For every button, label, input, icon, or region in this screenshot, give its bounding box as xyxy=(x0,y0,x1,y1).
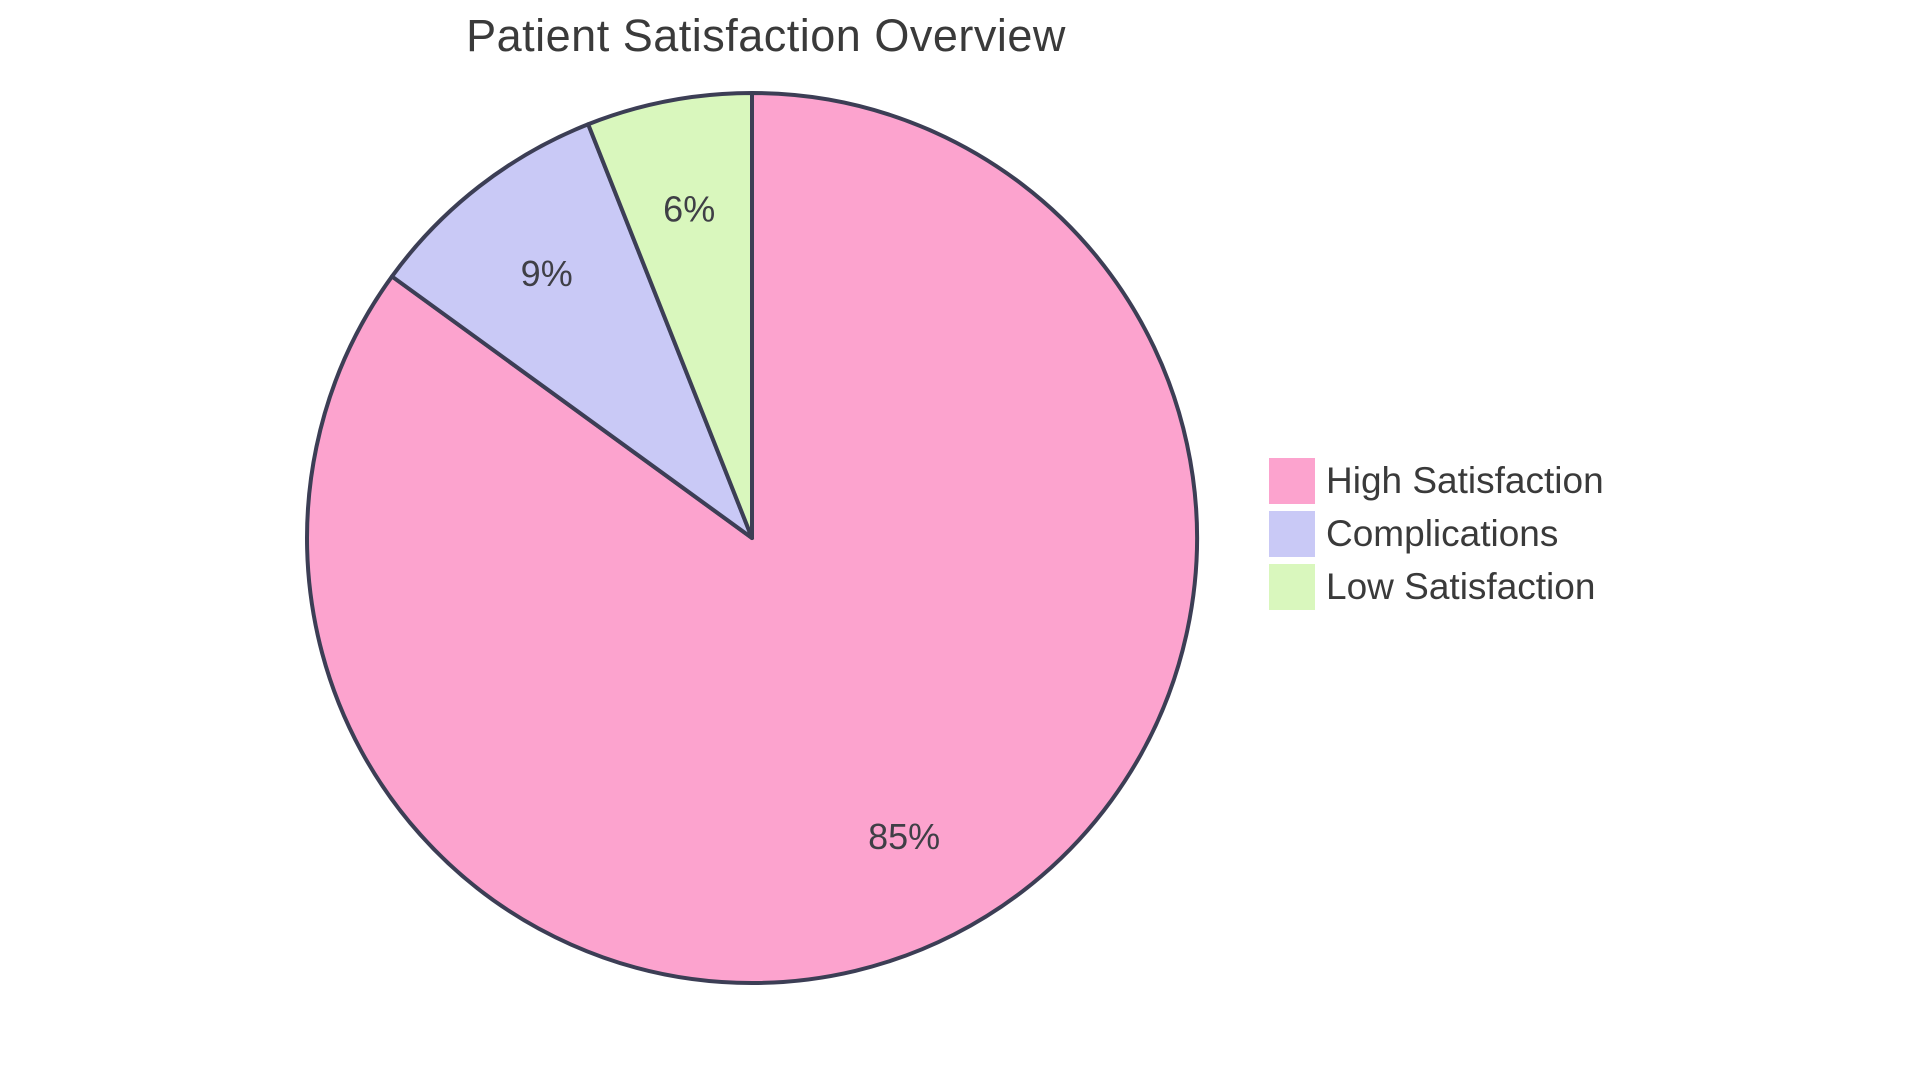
chart-title: Patient Satisfaction Overview xyxy=(466,10,1066,61)
legend-item-low-satisfaction: Low Satisfaction xyxy=(1269,564,1604,610)
pie-slice-complications xyxy=(389,122,754,540)
legend: High Satisfaction Complications Low Sati… xyxy=(1269,458,1604,610)
legend-label-high-satisfaction: High Satisfaction xyxy=(1326,460,1604,501)
legend-swatch-high-satisfaction xyxy=(1269,458,1315,504)
slice-percentage-label-low-satisfaction: 6% xyxy=(663,189,715,230)
slice-percentage-label-high-satisfaction: 85% xyxy=(868,816,940,857)
legend-swatch-complications xyxy=(1269,511,1315,557)
legend-label-complications: Complications xyxy=(1326,513,1559,554)
pie-slice-low-satisfaction xyxy=(586,91,754,540)
legend-item-complications: Complications xyxy=(1269,511,1604,557)
legend-swatch-low-satisfaction xyxy=(1269,564,1315,610)
legend-label-low-satisfaction: Low Satisfaction xyxy=(1326,566,1596,607)
legend-item-high-satisfaction: High Satisfaction xyxy=(1269,458,1604,504)
slice-percentage-label-complications: 9% xyxy=(521,253,573,294)
